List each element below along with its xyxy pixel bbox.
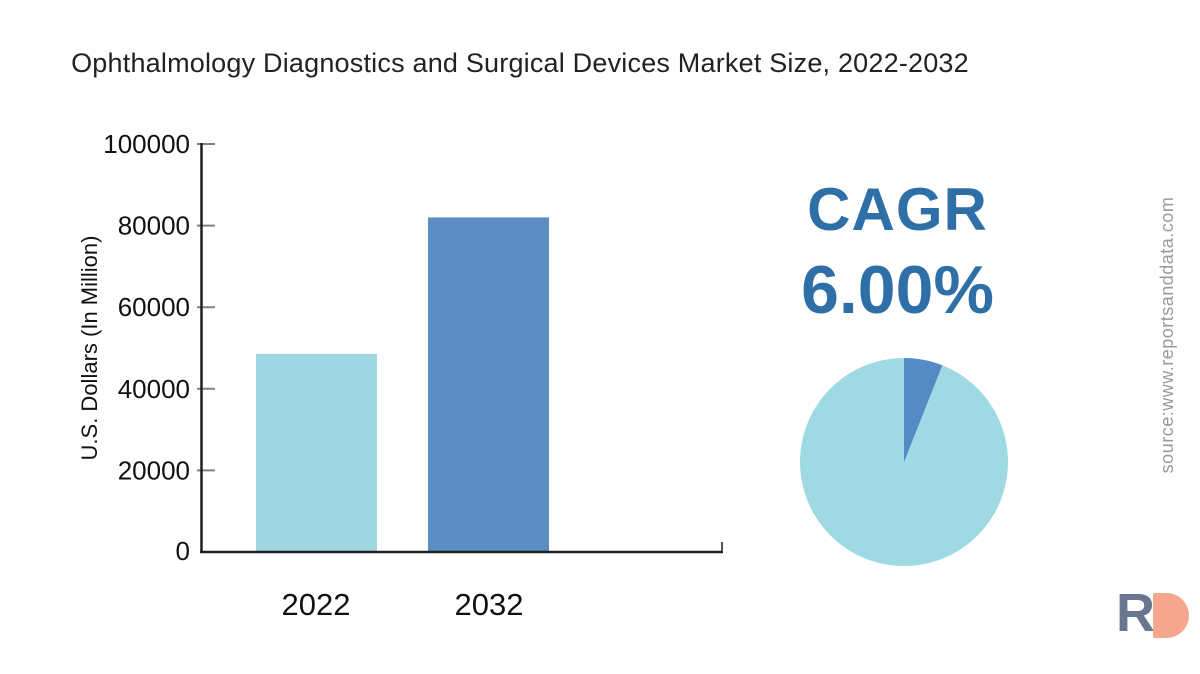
bar-chart: 100000 80000 60000 40000 20000 0 2022 20… <box>77 130 723 622</box>
cagr-pie-chart <box>800 358 1008 566</box>
logo-letter-r: R <box>1116 583 1155 643</box>
cagr-block: CAGR 6.00% <box>775 176 1020 328</box>
ytick-0: 0 <box>176 536 190 566</box>
y-axis-label: U.S. Dollars (In Million) <box>77 236 102 461</box>
source-note: source:www.reportsanddata.com <box>1157 196 1177 474</box>
x-category-2032: 2032 <box>455 587 524 622</box>
ytick-80000: 80000 <box>118 211 190 241</box>
logo-d-shape <box>1153 593 1189 638</box>
pie-slice <box>904 358 943 462</box>
cagr-value: 6.00% <box>801 252 994 328</box>
y-axis-ticks <box>197 143 215 472</box>
chart-title: Ophthalmology Diagnostics and Surgical D… <box>71 48 969 78</box>
y-axis-tick-labels: 100000 80000 60000 40000 20000 0 <box>103 130 190 566</box>
ytick-60000: 60000 <box>118 292 190 322</box>
cagr-label: CAGR <box>807 176 988 243</box>
bar-2022 <box>256 353 377 552</box>
ytick-20000: 20000 <box>118 455 190 485</box>
bar-2032 <box>428 217 549 552</box>
ytick-100000: 100000 <box>103 130 190 159</box>
ytick-40000: 40000 <box>118 374 190 404</box>
x-category-2022: 2022 <box>282 587 351 622</box>
